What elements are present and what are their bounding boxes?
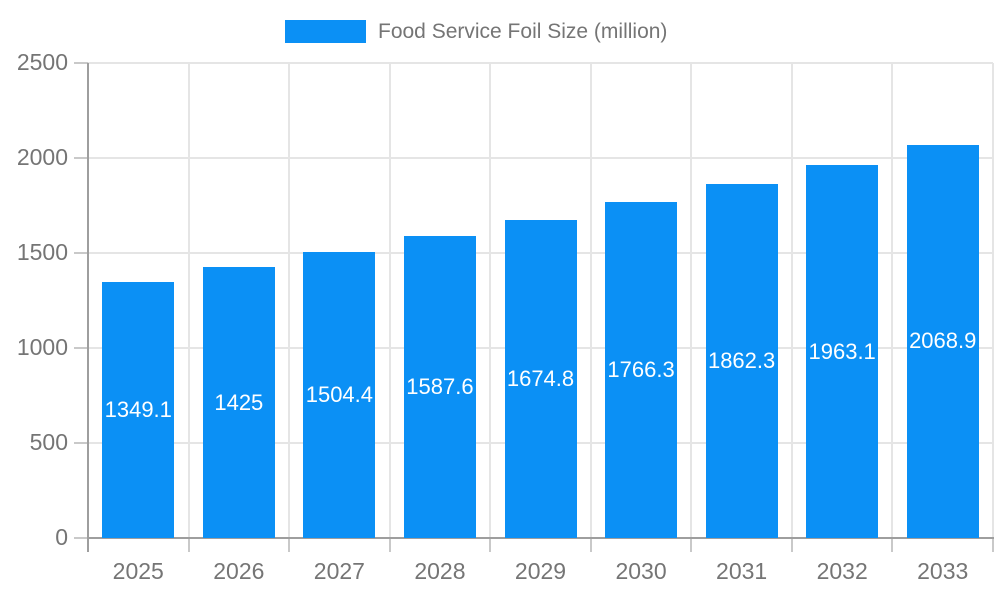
y-tick-label: 2500 — [16, 49, 68, 75]
x-tick-label: 2025 — [112, 558, 164, 584]
x-axis-tick — [288, 538, 291, 552]
x-tick-label: 2026 — [213, 558, 265, 584]
bar-2025[interactable] — [102, 281, 175, 538]
y-axis-tick — [74, 252, 88, 254]
x-axis-line — [87, 537, 994, 539]
y-tick-label: 1500 — [16, 239, 68, 265]
x-tick-label: 2031 — [716, 558, 768, 584]
x-axis-tick — [489, 538, 492, 552]
v-gridline — [690, 63, 693, 538]
h-gridline — [88, 62, 993, 64]
chart-legend-item[interactable]: Food Service Foil Size (million) — [285, 20, 667, 43]
x-tick-label: 2027 — [313, 558, 365, 584]
bar-2031[interactable] — [705, 184, 778, 538]
y-axis-tick — [74, 347, 88, 349]
y-tick-label: 2000 — [16, 144, 68, 170]
v-gridline — [992, 63, 994, 538]
x-tick-label: 2030 — [615, 558, 667, 584]
x-axis-tick — [690, 538, 693, 552]
v-gridline — [790, 63, 793, 538]
v-gridline — [489, 63, 492, 538]
bar-2030[interactable] — [605, 202, 678, 538]
x-tick-label: 2032 — [816, 558, 868, 584]
y-axis-line — [87, 63, 89, 552]
bar-2026[interactable] — [202, 267, 275, 538]
x-axis-tick — [388, 538, 391, 552]
x-tick-label: 2029 — [514, 558, 567, 584]
bar-2027[interactable] — [303, 252, 376, 538]
v-gridline — [187, 63, 190, 538]
v-gridline — [589, 63, 592, 538]
v-gridline — [288, 63, 291, 538]
bar-2033[interactable] — [906, 144, 979, 538]
y-axis-tick — [74, 157, 88, 159]
h-gridline — [88, 157, 993, 159]
bar-2029[interactable] — [504, 219, 577, 538]
y-tick-label: 0 — [55, 524, 68, 550]
bar-2032[interactable] — [806, 165, 879, 538]
y-tick-label: 500 — [29, 429, 68, 455]
x-axis-tick — [992, 538, 994, 552]
x-axis-tick — [891, 538, 894, 552]
v-gridline — [388, 63, 391, 538]
y-axis-tick — [74, 62, 88, 64]
bar-2028[interactable] — [403, 236, 476, 538]
y-axis-tick — [74, 537, 88, 539]
x-axis-tick — [790, 538, 793, 552]
legend-swatch — [285, 20, 366, 43]
x-axis-tick — [589, 538, 592, 552]
v-gridline — [891, 63, 894, 538]
x-axis-tick — [187, 538, 190, 552]
legend-label: Food Service Foil Size (million) — [378, 20, 668, 43]
x-tick-label: 2033 — [917, 558, 969, 584]
y-axis-tick — [74, 442, 88, 444]
y-tick-label: 1000 — [16, 334, 68, 360]
x-tick-label: 2028 — [414, 558, 466, 584]
